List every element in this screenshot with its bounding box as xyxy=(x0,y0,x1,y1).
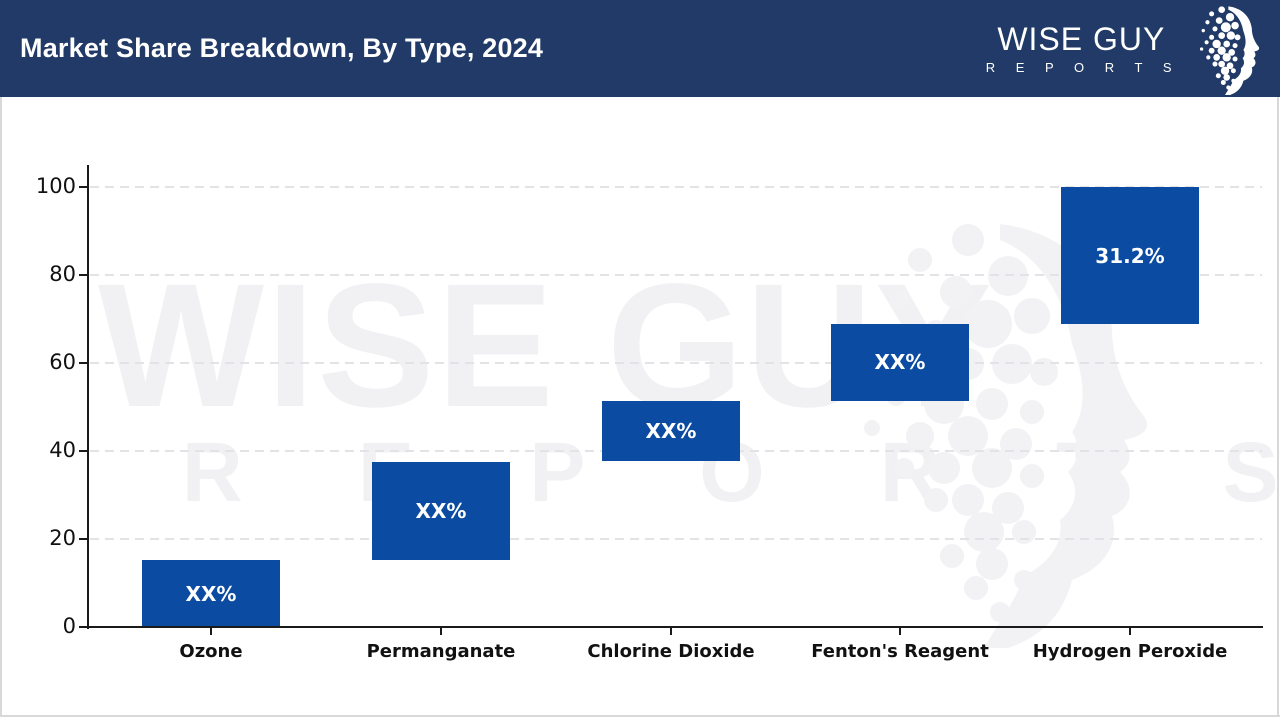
x-axis-spine xyxy=(86,626,1263,629)
page-title: Market Share Breakdown, By Type, 2024 xyxy=(20,33,544,63)
y-axis-spine xyxy=(86,165,89,629)
x-tickmark xyxy=(1129,627,1131,635)
bar-chlorine-dioxide: XX% xyxy=(602,400,740,462)
x-tickmark xyxy=(210,627,212,635)
y-tick-label: 80 xyxy=(49,262,76,286)
bar-permanganate: XX% xyxy=(372,462,510,561)
y-tickmark xyxy=(79,538,88,540)
bar-hydrogen-peroxide: 31.2% xyxy=(1061,187,1199,325)
x-tickmark xyxy=(670,627,672,635)
brand-logo-text: WISE GUY R E P O R T S xyxy=(983,23,1180,75)
frame-right-line xyxy=(1277,97,1279,717)
frame-bottom-line xyxy=(0,715,1280,717)
bar-ozone: XX% xyxy=(142,560,280,627)
category-label: Chlorine Dioxide xyxy=(587,641,755,662)
y-tick-label: 60 xyxy=(49,350,76,374)
gridline-y20 xyxy=(90,538,1262,540)
bar-value-label: XX% xyxy=(874,350,926,375)
frame-left-line xyxy=(0,97,2,717)
brand-logo: WISE GUY R E P O R T S xyxy=(983,3,1266,95)
y-tick-label: 40 xyxy=(49,438,76,462)
y-tick-label: 0 xyxy=(62,614,76,638)
y-tickmark xyxy=(79,274,88,276)
category-label: Hydrogen Peroxide xyxy=(1032,641,1228,662)
category-label: Permanganate xyxy=(366,641,516,662)
x-tickmark xyxy=(440,627,442,635)
bar-value-label: XX% xyxy=(185,581,237,606)
y-tick-label: 20 xyxy=(49,526,76,550)
watermark-head-icon xyxy=(864,224,1148,648)
gridline-y80 xyxy=(90,274,1262,276)
brand-subtitle: R E P O R T S xyxy=(985,59,1180,75)
bar-value-label: 31.2% xyxy=(1095,243,1165,268)
dotted-head-logo-icon xyxy=(1199,5,1260,95)
brand-name: WISE GUY xyxy=(997,20,1166,57)
bar-fenton-s-reagent: XX% xyxy=(831,323,969,401)
gridline-y60 xyxy=(90,362,1262,364)
y-tickmark xyxy=(79,186,88,188)
gridline-y100 xyxy=(90,186,1262,188)
category-label: Ozone xyxy=(179,641,243,662)
bar-value-label: XX% xyxy=(645,418,697,443)
header-band: Market Share Breakdown, By Type, 2024 WI… xyxy=(0,0,1280,97)
y-tick-label: 100 xyxy=(35,174,76,198)
y-tickmark xyxy=(79,362,88,364)
x-tickmark xyxy=(899,627,901,635)
category-label: Fenton's Reagent xyxy=(811,641,989,662)
y-tickmark xyxy=(79,450,88,452)
bar-value-label: XX% xyxy=(415,499,467,524)
y-tickmark xyxy=(79,626,88,628)
